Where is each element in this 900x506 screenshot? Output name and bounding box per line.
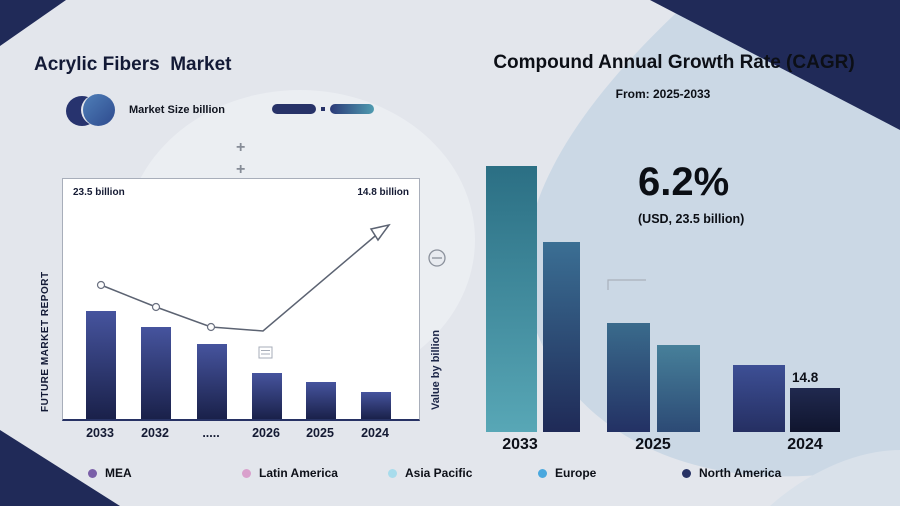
cagr-value: 6.2% [638, 160, 730, 204]
legend-item: Asia Pacific [388, 466, 472, 480]
cagr-title: Compound Annual Growth Rate (CAGR) [493, 52, 855, 73]
plus-icon: + [236, 139, 245, 156]
x-tick-label: 2032 [141, 426, 169, 440]
value-annotation: 14.8 [792, 370, 819, 385]
trend-line-overlay [96, 223, 391, 359]
left-bar [86, 311, 116, 419]
legend-dot [682, 468, 691, 478]
region-legend: MEA Latin America Asia Pacific Europe No… [0, 466, 900, 488]
left-bar [141, 327, 171, 419]
left-chart-x-axis: 2033 2032 ..... 2026 2025 2024 [62, 426, 418, 444]
left-bar [361, 392, 391, 419]
legend-item: Europe [538, 466, 596, 480]
left-bar [197, 344, 227, 419]
pie-front-disc [81, 94, 115, 126]
legend-pill-separator [321, 107, 325, 111]
x-tick-label: 2033 [86, 426, 114, 440]
legend-pill-teal [330, 104, 374, 114]
grid-note-icon [258, 346, 273, 359]
cagr-note: (USD, 23.5 billion) [638, 212, 745, 226]
right-bar [790, 388, 840, 432]
page-title: Acrylic Fibers Market [34, 54, 232, 75]
left-bar [252, 373, 282, 419]
legend-label: MEA [105, 466, 132, 480]
legend-label: North America [699, 466, 782, 480]
right-chart [470, 160, 870, 432]
left-chart: 23.5 billion 14.8 billion [62, 178, 420, 421]
x-tick-label: ..... [202, 426, 220, 440]
legend-item: North America [682, 466, 781, 480]
legend-label: Latin America [259, 466, 338, 480]
x-tick-label: 2026 [252, 426, 280, 440]
bottom-left-triangle [0, 430, 120, 506]
corner-band-shape [770, 450, 900, 506]
left-chart-min-label: 14.8 billion [357, 187, 409, 198]
market-size-legend-label: Market Size billion [129, 104, 225, 116]
top-right-triangle [650, 0, 900, 130]
legend-dot [538, 468, 547, 478]
bracket-decoration [607, 279, 646, 290]
trend-marker [151, 302, 161, 312]
legend-item: Latin America [242, 466, 338, 480]
trend-marker [206, 322, 216, 332]
left-chart-max-label: 23.5 billion [73, 187, 125, 198]
top-left-triangle [0, 0, 66, 46]
legend-dot [88, 468, 97, 478]
right-bar [733, 365, 785, 432]
right-bar [607, 323, 650, 432]
x-tick-label: 2025 [306, 426, 334, 440]
market-size-icon [66, 94, 118, 128]
legend-dot [242, 468, 251, 478]
right-bar [657, 345, 700, 432]
legend-pill-navy [272, 104, 316, 114]
legend-item: MEA [88, 466, 132, 480]
arrow-up-icon [369, 223, 391, 242]
cagr-subtitle: From: 2025-2033 [615, 87, 711, 101]
legend-label: Europe [555, 466, 597, 480]
x-tick-label: 2033 [502, 436, 538, 453]
right-chart-y-label: Value by billion [430, 329, 442, 410]
trend-marker [96, 280, 106, 290]
right-bar [486, 166, 537, 432]
legend-dot [388, 468, 397, 478]
left-chart-y-label: FUTURE MARKET REPORT [40, 271, 51, 412]
plus-icon: + [236, 161, 245, 178]
trend-line [100, 230, 382, 332]
x-tick-label: 2024 [787, 436, 823, 453]
x-tick-label: 2024 [361, 426, 389, 440]
right-bar [543, 242, 580, 432]
legend-label: Asia Pacific [405, 466, 473, 480]
x-tick-label: 2025 [635, 436, 671, 453]
left-bar [306, 382, 336, 419]
